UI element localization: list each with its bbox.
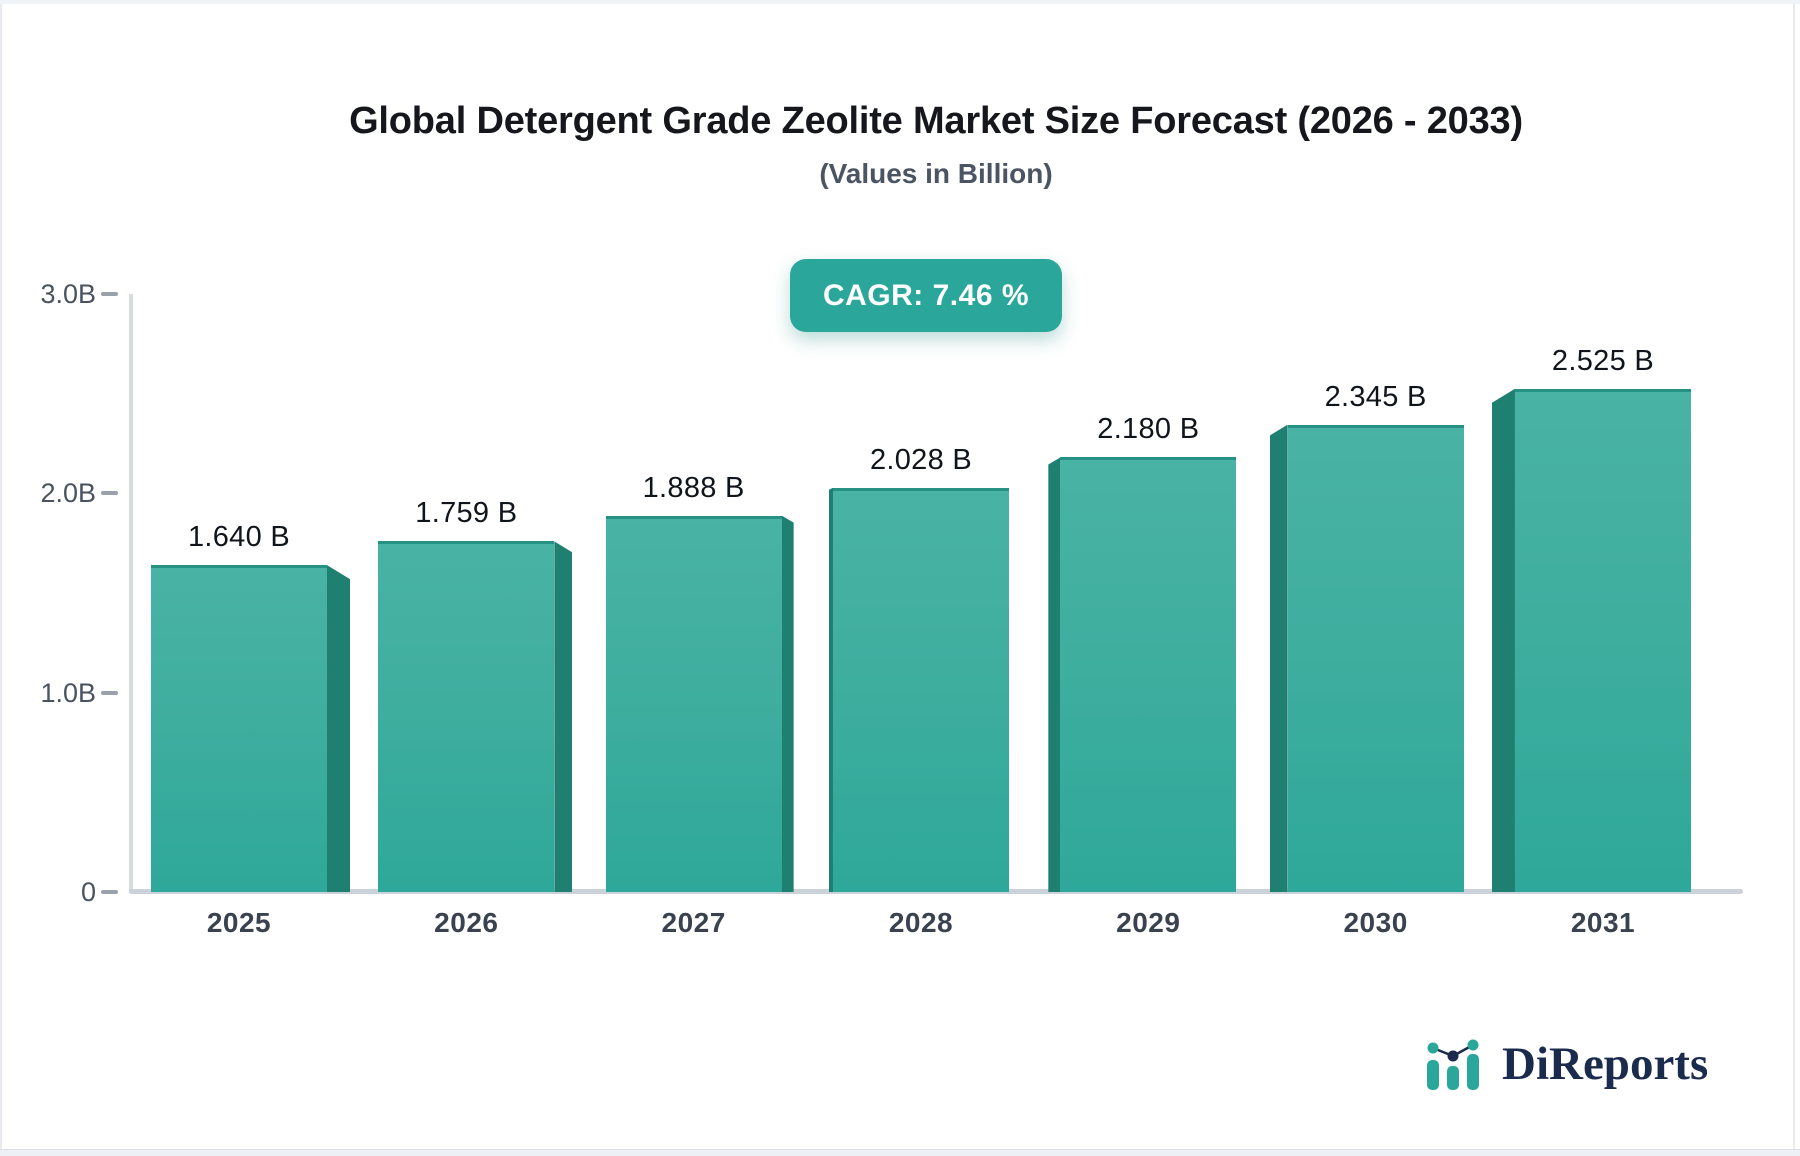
chart-subtitle: (Values in Billion) [819, 158, 1053, 189]
left-edge-line [0, 4, 2, 1149]
y-tick-mark [101, 292, 118, 296]
bar [832, 487, 1009, 892]
y-axis-line [129, 294, 133, 892]
cagr-badge: CAGR: 7.46 % [790, 259, 1062, 332]
bar-side-face [1491, 388, 1515, 892]
right-edge-line [1793, 4, 1795, 1149]
direports-logo-text: DiReports [1502, 1038, 1709, 1090]
bar [1060, 457, 1237, 892]
bar-value-label: 2.345 B [1324, 380, 1427, 413]
y-tick-label: 1.0B [40, 677, 96, 708]
x-axis-label: 2029 [1116, 907, 1181, 938]
bar-side-face [554, 541, 573, 892]
x-axis-label: 2028 [888, 907, 954, 938]
bar-value-label: 1.888 B [642, 471, 745, 504]
bar [1514, 388, 1691, 892]
bar-side-face [1269, 424, 1288, 892]
x-axis-label: 2025 [206, 907, 272, 938]
chart-title: Global Detergent Grade Zeolite Market Si… [349, 100, 1523, 142]
direports-logo: DiReports [1424, 1034, 1708, 1094]
mini-bar-chart-icon [1427, 1039, 1479, 1090]
y-tick-label: 2.0B [40, 478, 96, 509]
bar-side-face [781, 515, 794, 892]
bar [151, 565, 327, 892]
x-axis-label: 2031 [1570, 907, 1636, 938]
chart-header: Global Detergent Grade Zeolite Market Si… [129, 96, 1743, 190]
bottom-strip [0, 1149, 1800, 1156]
bar [1287, 424, 1464, 892]
y-tick-mark [101, 890, 118, 894]
y-tick-label: 0 [80, 877, 96, 907]
bar [605, 515, 782, 892]
bar-value-label: 2.525 B [1551, 344, 1654, 377]
x-axis-label: 2027 [661, 907, 726, 938]
bar-side-face [828, 487, 833, 892]
bar-value-label: 2.180 B [1097, 413, 1200, 446]
bar-side-face [327, 565, 350, 892]
x-axis-label: 2026 [434, 907, 499, 938]
bar-value-label: 1.640 B [187, 521, 291, 554]
bar-value-label: 1.759 B [415, 497, 518, 530]
bar [378, 541, 555, 892]
y-tick-mark [101, 491, 118, 496]
bar-value-label: 2.028 B [869, 443, 973, 476]
y-tick-mark [101, 690, 118, 695]
x-axis-label: 2030 [1343, 907, 1408, 938]
y-tick-label: 3.0B [40, 279, 96, 309]
bar-side-face [1048, 457, 1061, 892]
